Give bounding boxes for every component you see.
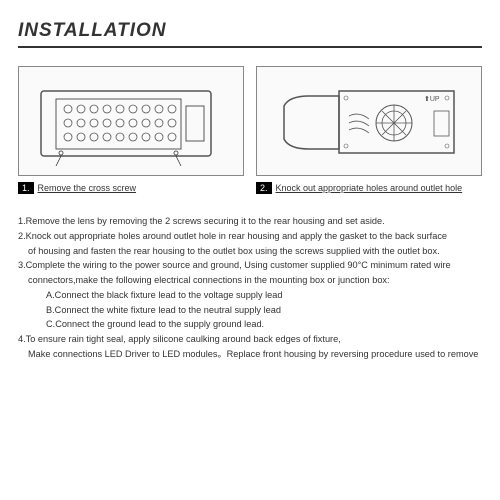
instruction-4: 4.To ensure rain tight seal, apply silic… bbox=[18, 332, 482, 346]
instruction-2-cont: of housing and fasten the rear housing t… bbox=[18, 244, 482, 258]
diagram-back-view: ⬆UP bbox=[256, 66, 482, 176]
instruction-3c: C.Connect the ground lead to the supply … bbox=[18, 317, 482, 331]
caption-num-1: 1. bbox=[18, 182, 34, 194]
instruction-2: 2.Knock out appropriate holes around out… bbox=[18, 229, 482, 243]
svg-text:⬆UP: ⬆UP bbox=[424, 95, 440, 103]
caption-1: 1. Remove the cross screw bbox=[18, 182, 244, 194]
instruction-4-cont: Make connections LED Driver to LED modul… bbox=[18, 347, 482, 361]
caption-row: 1. Remove the cross screw 2. Knock out a… bbox=[18, 182, 482, 194]
fixture-front-icon bbox=[26, 71, 236, 171]
instruction-1: 1.Remove the lens by removing the 2 scre… bbox=[18, 214, 482, 228]
fixture-back-icon: ⬆UP bbox=[264, 71, 474, 171]
instruction-3-cont: connectors,make the following electrical… bbox=[18, 273, 482, 287]
diagram-front-view bbox=[18, 66, 244, 176]
title-underline bbox=[18, 46, 482, 48]
caption-text-2: Knock out appropriate holes around outle… bbox=[276, 183, 463, 193]
section-title: INSTALLATION bbox=[18, 20, 482, 42]
instructions-block: 1.Remove the lens by removing the 2 scre… bbox=[18, 214, 482, 361]
instruction-3b: B.Connect the white fixture lead to the … bbox=[18, 303, 482, 317]
instruction-3: 3.Complete the wiring to the power sourc… bbox=[18, 258, 482, 272]
caption-2: 2. Knock out appropriate holes around ou… bbox=[256, 182, 482, 194]
diagram-row: ⬆UP bbox=[18, 66, 482, 176]
caption-num-2: 2. bbox=[256, 182, 272, 194]
instruction-3a: A.Connect the black fixture lead to the … bbox=[18, 288, 482, 302]
caption-text-1: Remove the cross screw bbox=[38, 183, 137, 193]
